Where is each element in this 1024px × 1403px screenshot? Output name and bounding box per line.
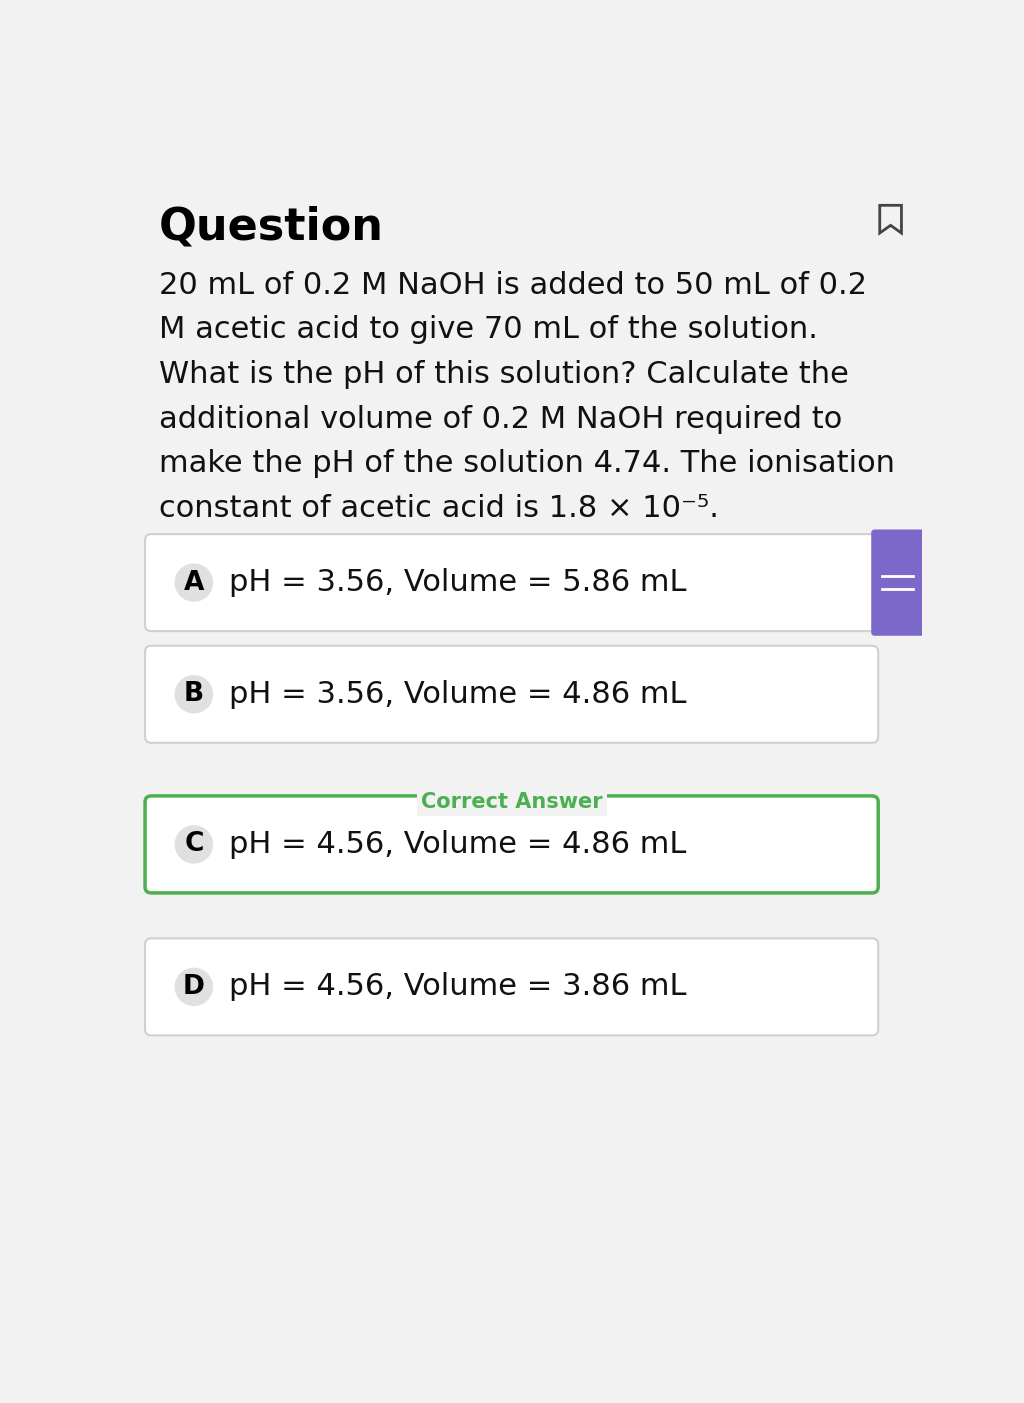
Circle shape [175,564,212,600]
Text: pH = 3.56, Volume = 5.86 mL: pH = 3.56, Volume = 5.86 mL [228,568,686,598]
FancyBboxPatch shape [871,529,924,636]
Circle shape [175,676,212,713]
Text: A: A [183,570,204,596]
Text: pH = 4.56, Volume = 3.86 mL: pH = 4.56, Volume = 3.86 mL [228,972,686,1002]
Circle shape [175,968,212,1006]
Text: What is the pH of this solution? Calculate the: What is the pH of this solution? Calcula… [159,361,849,389]
FancyBboxPatch shape [145,645,879,742]
Text: B: B [184,682,204,707]
FancyBboxPatch shape [145,535,879,631]
Text: M acetic acid to give 70 mL of the solution.: M acetic acid to give 70 mL of the solut… [159,316,818,344]
FancyBboxPatch shape [145,939,879,1035]
Circle shape [175,826,212,863]
Text: pH = 3.56, Volume = 4.86 mL: pH = 3.56, Volume = 4.86 mL [228,680,686,709]
Text: constant of acetic acid is 1.8 × 10⁻⁵.: constant of acetic acid is 1.8 × 10⁻⁵. [159,494,719,523]
Text: additional volume of 0.2 M NaOH required to: additional volume of 0.2 M NaOH required… [159,404,843,434]
Text: pH = 4.56, Volume = 4.86 mL: pH = 4.56, Volume = 4.86 mL [228,831,686,859]
Text: C: C [184,832,204,857]
Text: D: D [183,974,205,1000]
Text: 20 mL of 0.2 M NaOH is added to 50 mL of 0.2: 20 mL of 0.2 M NaOH is added to 50 mL of… [159,271,867,300]
FancyBboxPatch shape [145,796,879,892]
Text: Question: Question [159,205,384,248]
Text: Correct Answer: Correct Answer [421,793,602,812]
Text: make the pH of the solution 4.74. The ionisation: make the pH of the solution 4.74. The io… [159,449,895,478]
